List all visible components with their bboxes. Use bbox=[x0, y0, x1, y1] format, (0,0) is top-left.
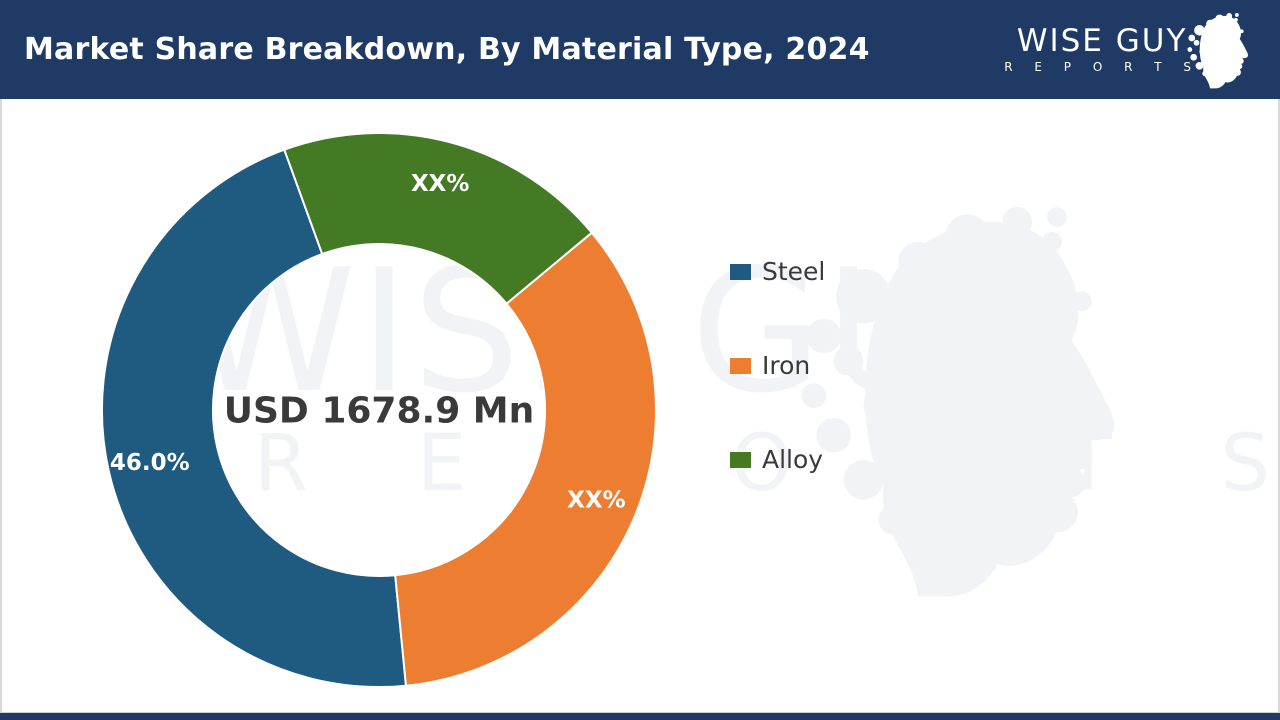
header-bar: Market Share Breakdown, By Material Type… bbox=[0, 0, 1280, 99]
legend-item-steel: Steel bbox=[730, 257, 825, 286]
watermark-face-icon bbox=[794, 187, 1166, 609]
chart-area: WISE GUY R E P O R T S 46.0%XX%XX%USD 16… bbox=[0, 99, 1280, 713]
logo-subtitle: R E P O R T S bbox=[1004, 60, 1200, 74]
legend-swatch-steel bbox=[730, 263, 751, 280]
logo-text: WISE GUY R E P O R T S bbox=[1004, 23, 1200, 74]
donut-slice-iron bbox=[394, 231, 657, 687]
donut-slice-alloy bbox=[283, 132, 594, 306]
legend-swatch-alloy bbox=[730, 451, 751, 468]
legend-item-iron: Iron bbox=[730, 351, 825, 380]
slice-label-iron: XX% bbox=[567, 487, 626, 513]
donut-slice-steel bbox=[101, 148, 408, 689]
wise-guy-logo: WISE GUY R E P O R T S bbox=[1004, 9, 1258, 91]
slice-label-alloy: XX% bbox=[411, 171, 470, 197]
legend-label: Steel bbox=[762, 257, 826, 286]
legend-label: Iron bbox=[762, 351, 811, 380]
logo-wordmark: WISE GUY bbox=[1016, 23, 1188, 59]
chart-legend: Steel Iron Alloy bbox=[730, 257, 825, 474]
legend-swatch-iron bbox=[730, 357, 751, 374]
logo-face-icon bbox=[1186, 9, 1258, 91]
donut-center-value: USD 1678.9 Mn bbox=[224, 391, 534, 432]
slice-label-steel: 46.0% bbox=[110, 450, 190, 476]
footer-bar bbox=[0, 713, 1280, 720]
legend-item-alloy: Alloy bbox=[730, 445, 825, 474]
legend-label: Alloy bbox=[762, 445, 824, 474]
page-title: Market Share Breakdown, By Material Type… bbox=[24, 32, 870, 67]
donut-chart: 46.0% XX% XX% USD 1678.9 Mn bbox=[101, 132, 657, 689]
